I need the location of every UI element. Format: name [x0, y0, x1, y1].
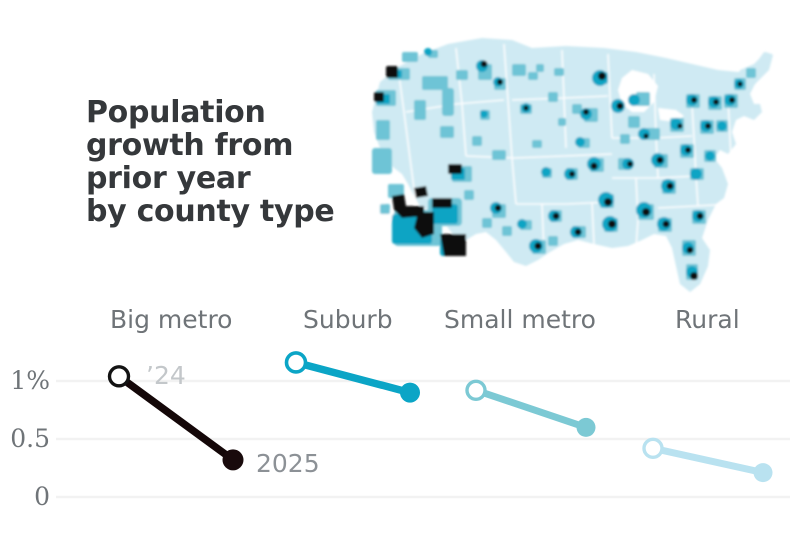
- rural-point-24: [642, 437, 664, 459]
- metro-patch-group-top: [374, 60, 743, 280]
- northeast-shape: [740, 52, 773, 92]
- series-small-metro: [465, 379, 596, 437]
- big-metro-connector: [115, 372, 237, 464]
- category-label-rural: Rural: [675, 305, 740, 334]
- y-tick-half: 0.5: [10, 424, 50, 453]
- suburb-point-24: [284, 351, 308, 374]
- us-map-container: [336, 8, 800, 298]
- small-metro-connector: [472, 386, 590, 431]
- annotation-current-year: 2025: [256, 449, 320, 478]
- gulf-cut: [544, 248, 642, 276]
- y-tick-zero: 0: [34, 482, 50, 511]
- slope-chart-container: 1% 0.5 0 Big metro Suburb Small metro Ru…: [0, 296, 800, 533]
- category-label-suburb: Suburb: [303, 305, 393, 334]
- suburb-point-2025: [400, 382, 420, 403]
- big-metro-point-24: [107, 365, 131, 388]
- population-growth-slope-chart: 1% 0.5 0 Big metro Suburb Small metro Ru…: [10, 305, 790, 511]
- small-metro-point-2025: [576, 417, 596, 437]
- suburb-connector: [292, 358, 414, 397]
- series-rural: [642, 437, 773, 483]
- category-label-big-metro: Big metro: [110, 305, 232, 334]
- y-tick-1pct: 1%: [10, 366, 50, 395]
- category-label-small-metro: Small metro: [444, 305, 596, 334]
- gridlines: [56, 379, 790, 499]
- small-metro-point-24: [465, 379, 487, 401]
- annotation-prior-year: ’24: [146, 361, 186, 390]
- series-big-metro: [107, 365, 244, 471]
- state-boundaries: [397, 43, 733, 253]
- series-suburb: [284, 351, 420, 403]
- rural-connector: [649, 444, 767, 477]
- rural-point-2025: [753, 463, 773, 483]
- page-title: Population growth from prior year by cou…: [86, 95, 335, 229]
- map-base-layer: [366, 38, 773, 292]
- big-metro-point-2025: [222, 449, 244, 471]
- us-county-choropleth: [366, 38, 773, 292]
